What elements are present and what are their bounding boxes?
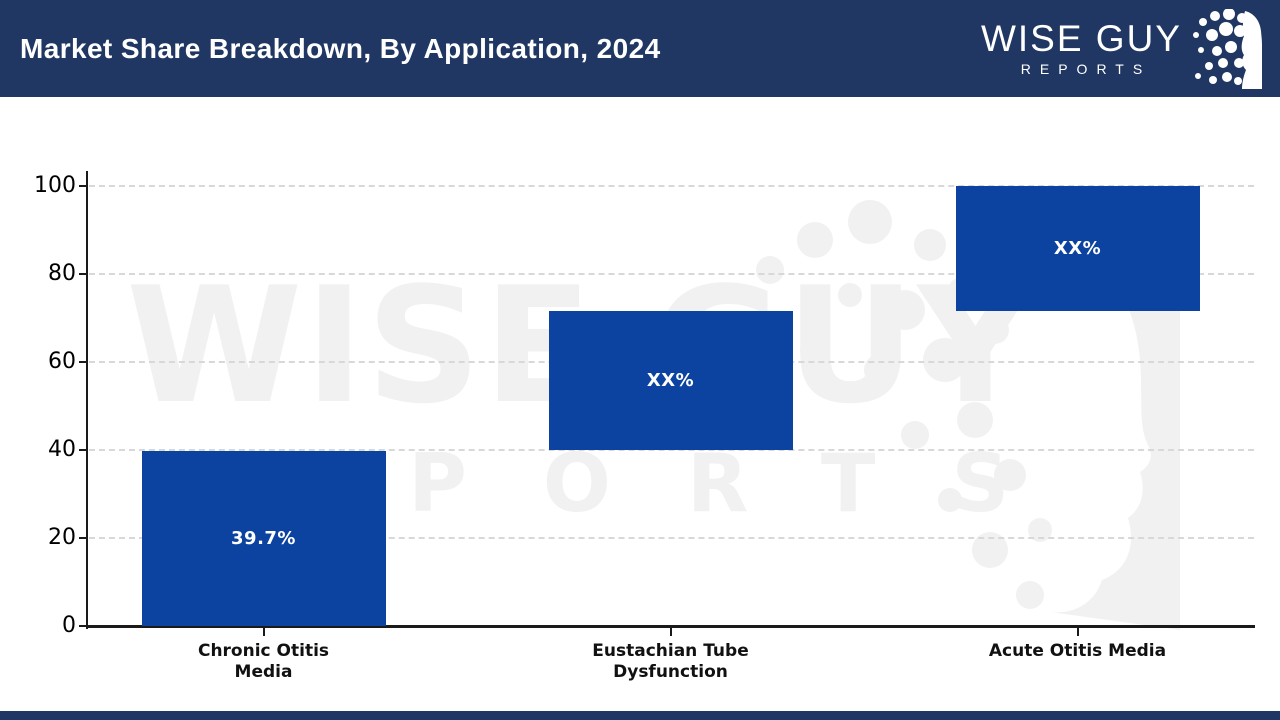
logo-head-icon	[1193, 9, 1262, 89]
bar-value-label: 39.7%	[231, 528, 296, 550]
bar-value-label: XX%	[646, 369, 695, 391]
watermark-head-icon	[756, 200, 1180, 630]
x-axis-category-label: Eustachian Tube Dysfunction	[511, 641, 831, 683]
gridline-20	[89, 537, 1254, 539]
x-axis-tick-mark	[669, 628, 672, 636]
chart-area: 0 20 40 60 80 100 39.7% Chronic Otitis Media XX% E…	[0, 97, 1280, 711]
bar-3: XX%	[955, 186, 1200, 311]
header-bar: Market Share Breakdown, By Application, …	[0, 0, 1280, 97]
wiseguy-logo: WISE GUY REPORTS	[981, 8, 1262, 90]
x-axis-category-label: Acute Otitis Media	[918, 641, 1238, 662]
gridline-80	[89, 273, 1254, 275]
y-axis-tick-mark	[79, 537, 87, 539]
bar-2: XX%	[548, 310, 793, 450]
x-axis-category-line: Chronic Otitis	[197, 641, 330, 661]
y-axis-tick-mark	[79, 449, 87, 451]
y-axis-spine	[86, 171, 88, 629]
x-axis-category-line: Acute Otitis Media	[988, 641, 1167, 661]
y-axis-tick-label: 100	[34, 173, 76, 198]
y-axis-tick-mark	[79, 185, 87, 187]
logo-wordmark: WISE GUY REPORTS	[981, 20, 1182, 78]
x-axis-tick-mark	[262, 628, 265, 636]
x-axis-category-line: Eustachian Tube	[592, 641, 749, 661]
x-axis-category-line: Dysfunction	[613, 662, 728, 682]
y-axis-tick-mark	[79, 361, 87, 363]
gridline-40	[89, 449, 1254, 451]
y-axis-tick-label: 80	[48, 261, 76, 286]
x-axis-category-label: Chronic Otitis Media	[104, 641, 424, 683]
footer-bar	[0, 711, 1280, 720]
y-axis-tick-mark	[79, 625, 87, 627]
y-axis-tick-label: 0	[62, 613, 76, 638]
x-axis-category-line: Media	[234, 662, 293, 682]
gridline-100	[89, 185, 1254, 187]
y-axis-tick-label: 20	[48, 525, 76, 550]
y-axis-tick-label: 40	[48, 437, 76, 462]
y-axis-tick-label: 60	[48, 349, 76, 374]
logo-wordmark-line2: REPORTS	[1020, 61, 1152, 77]
y-axis-tick-mark	[79, 273, 87, 275]
x-axis-tick-mark	[1076, 628, 1079, 636]
x-axis-spine	[86, 625, 1255, 628]
bar-value-label: XX%	[1053, 237, 1102, 259]
bar-1: 39.7%	[141, 451, 386, 626]
page-title: Market Share Breakdown, By Application, …	[20, 32, 661, 64]
logo-wordmark-line1: WISE GUY	[980, 18, 1182, 59]
